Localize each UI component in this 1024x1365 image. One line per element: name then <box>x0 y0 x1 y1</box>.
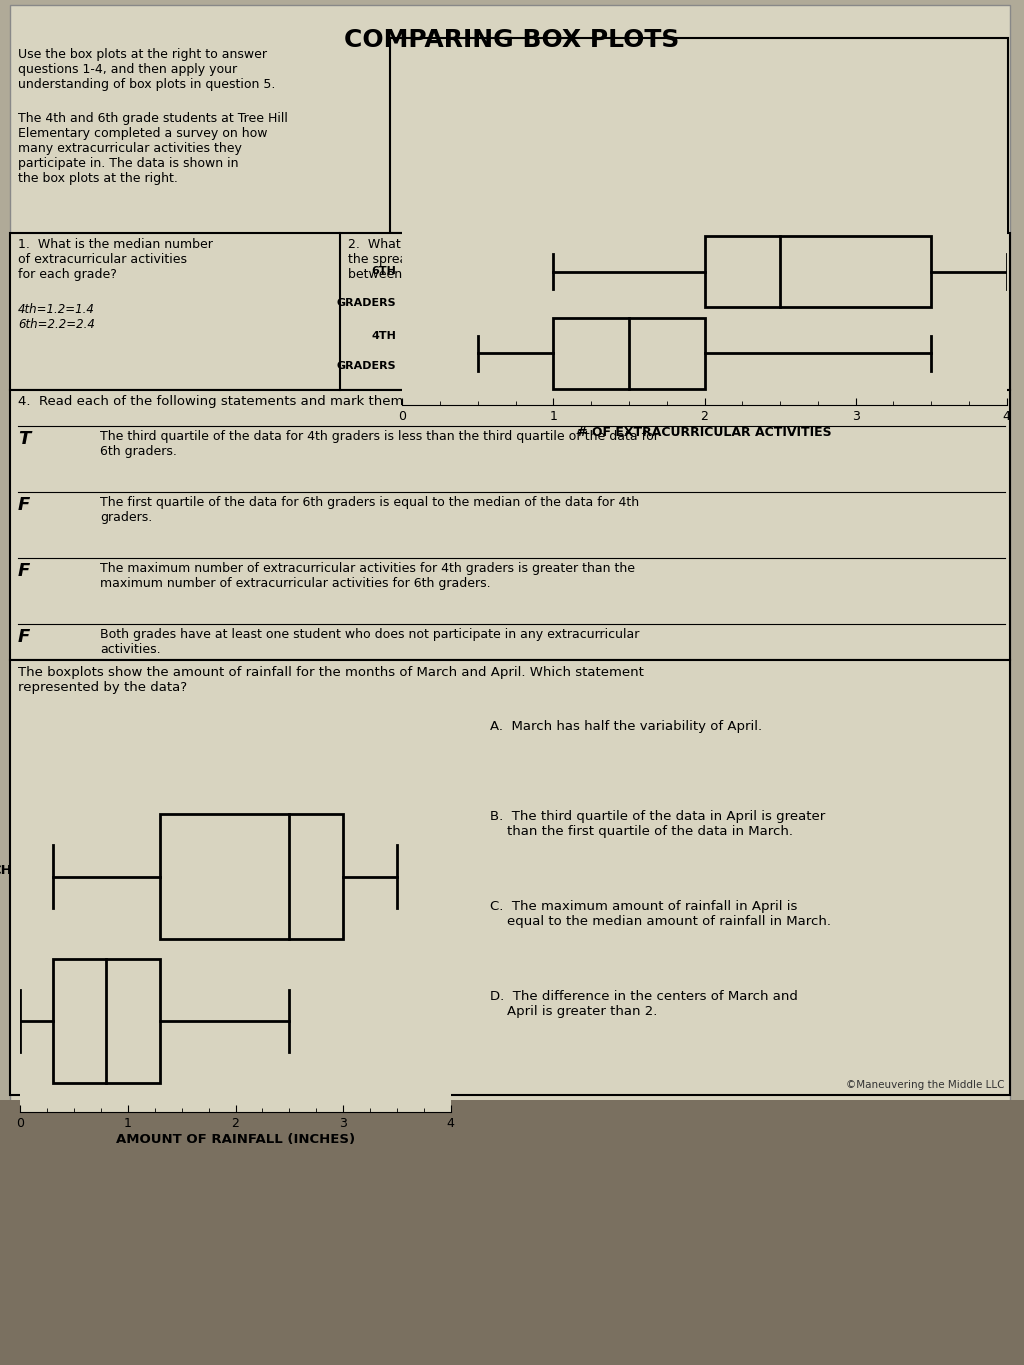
Text: 4TH: 4TH <box>372 332 396 341</box>
Text: The first quartile of the data for 6th graders is equal to the median of the dat: The first quartile of the data for 6th g… <box>100 495 639 524</box>
Text: COMPARING BOX PLOTS: COMPARING BOX PLOTS <box>344 29 680 52</box>
Text: 1: 1 <box>487 345 507 375</box>
Text: 4.  Read each of the following statements and mark them as true or false.: 4. Read each of the following statements… <box>18 394 512 408</box>
Text: C.  The maximum amount of rainfall in April is
    equal to the median amount of: C. The maximum amount of rainfall in Apr… <box>490 900 831 928</box>
Text: B.  The third quartile of the data in April is greater
    than the first quarti: B. The third quartile of the data in Apr… <box>490 809 825 838</box>
Text: GRADERS: GRADERS <box>337 360 396 371</box>
Bar <box>0 1100 1024 1365</box>
Text: ©Maneuvering the Middle LLC: ©Maneuvering the Middle LLC <box>847 1080 1005 1091</box>
Text: 2.  What is the difference in
the spread of the data
between the two grades?: 2. What is the difference in the spread … <box>348 238 522 281</box>
Bar <box>53 958 160 1082</box>
Text: D.  The difference in the centers of March and
    April is greater than 2.: D. The difference in the centers of Marc… <box>490 990 798 1018</box>
Text: 4th=1.2=1.4
6th=2.2=2.4: 4th=1.2=1.4 6th=2.2=2.4 <box>18 303 95 330</box>
Bar <box>10 5 1010 1106</box>
Text: 3.  Determine the variability of
the number of extracurricular
activities for ea: 3. Determine the variability of the numb… <box>663 238 856 281</box>
Text: 6TH: 6TH <box>372 266 396 276</box>
X-axis label: # OF EXTRACURRICULAR ACTIVITIES: # OF EXTRACURRICULAR ACTIVITIES <box>578 426 831 440</box>
Text: GRADERS: GRADERS <box>337 298 396 307</box>
Text: The maximum number of extracurricular activities for 4th graders is greater than: The maximum number of extracurricular ac… <box>100 562 635 590</box>
Bar <box>10 233 1010 390</box>
X-axis label: AMOUNT OF RAINFALL (INCHES): AMOUNT OF RAINFALL (INCHES) <box>116 1133 355 1147</box>
Text: F: F <box>18 628 31 646</box>
Text: Both grades have at least one student who does not participate in any extracurri: Both grades have at least one student wh… <box>100 628 639 657</box>
Bar <box>705 236 931 307</box>
Text: The boxplots show the amount of rainfall for the months of March and April. Whic: The boxplots show the amount of rainfall… <box>18 666 644 693</box>
Text: T: T <box>18 430 31 448</box>
Text: F: F <box>18 495 31 515</box>
Text: The third quartile of the data for 4th graders is less than the third quartile o: The third quartile of the data for 4th g… <box>100 430 658 459</box>
Text: F: F <box>18 562 31 580</box>
Text: CH: CH <box>0 864 12 876</box>
Bar <box>160 815 343 939</box>
Bar <box>10 661 1010 1095</box>
Bar <box>553 318 705 389</box>
Text: The 4th and 6th grade students at Tree Hill
Elementary completed a survey on how: The 4th and 6th grade students at Tree H… <box>18 112 288 186</box>
Bar <box>10 390 1010 661</box>
Text: Use the box plots at the right to answer
questions 1-4, and then apply your
unde: Use the box plots at the right to answer… <box>18 48 275 91</box>
Text: 1.  What is the median number
of extracurricular activities
for each grade?: 1. What is the median number of extracur… <box>18 238 213 281</box>
Bar <box>390 38 1008 233</box>
Text: A.  March has half the variability of April.: A. March has half the variability of Apr… <box>490 719 762 733</box>
